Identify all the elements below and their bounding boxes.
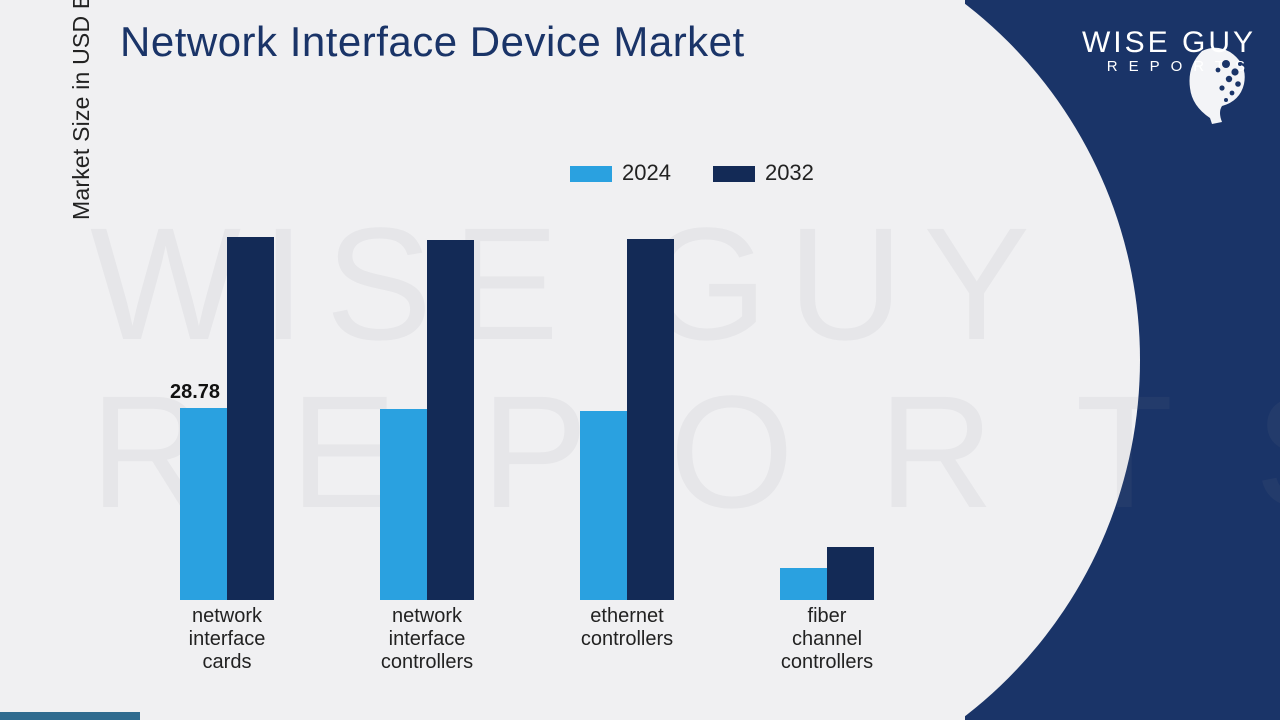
bar-chart: 20242032 Market Size in USD Billion 28.7…	[100, 160, 930, 680]
bar	[180, 408, 227, 600]
legend: 2024 2032	[570, 160, 814, 186]
bar-group	[580, 239, 674, 600]
category-label: ethernet controllers	[540, 605, 714, 651]
bar-group	[180, 237, 274, 600]
y-axis-label: Market Size in USD Billion	[68, 0, 95, 220]
bar-group	[780, 547, 874, 600]
legend-label: 2024	[622, 160, 671, 185]
legend-swatch	[570, 166, 612, 182]
brand-block: WISE GUY REPORTS	[1082, 26, 1256, 75]
bar	[227, 237, 274, 600]
bar	[380, 409, 427, 600]
legend-label: 2032	[765, 160, 814, 185]
category-label: network interface cards	[140, 605, 314, 674]
bottom-accent-bar	[0, 712, 140, 720]
bar-group	[380, 240, 474, 600]
legend-item: 2024	[570, 160, 671, 186]
bar	[580, 411, 627, 600]
brand-head-icon	[1182, 46, 1252, 126]
page-title: Network Interface Device Market	[120, 18, 745, 66]
legend-item: 2032	[713, 160, 814, 186]
category-label: fiber channel controllers	[740, 605, 914, 674]
legend-swatch	[713, 166, 755, 182]
bar	[627, 239, 674, 600]
bar	[780, 568, 827, 600]
bar	[427, 240, 474, 600]
bar	[827, 547, 874, 600]
category-label: network interface controllers	[340, 605, 514, 674]
plot-area: 28.78network interface cardsnetwork inte…	[150, 200, 930, 600]
